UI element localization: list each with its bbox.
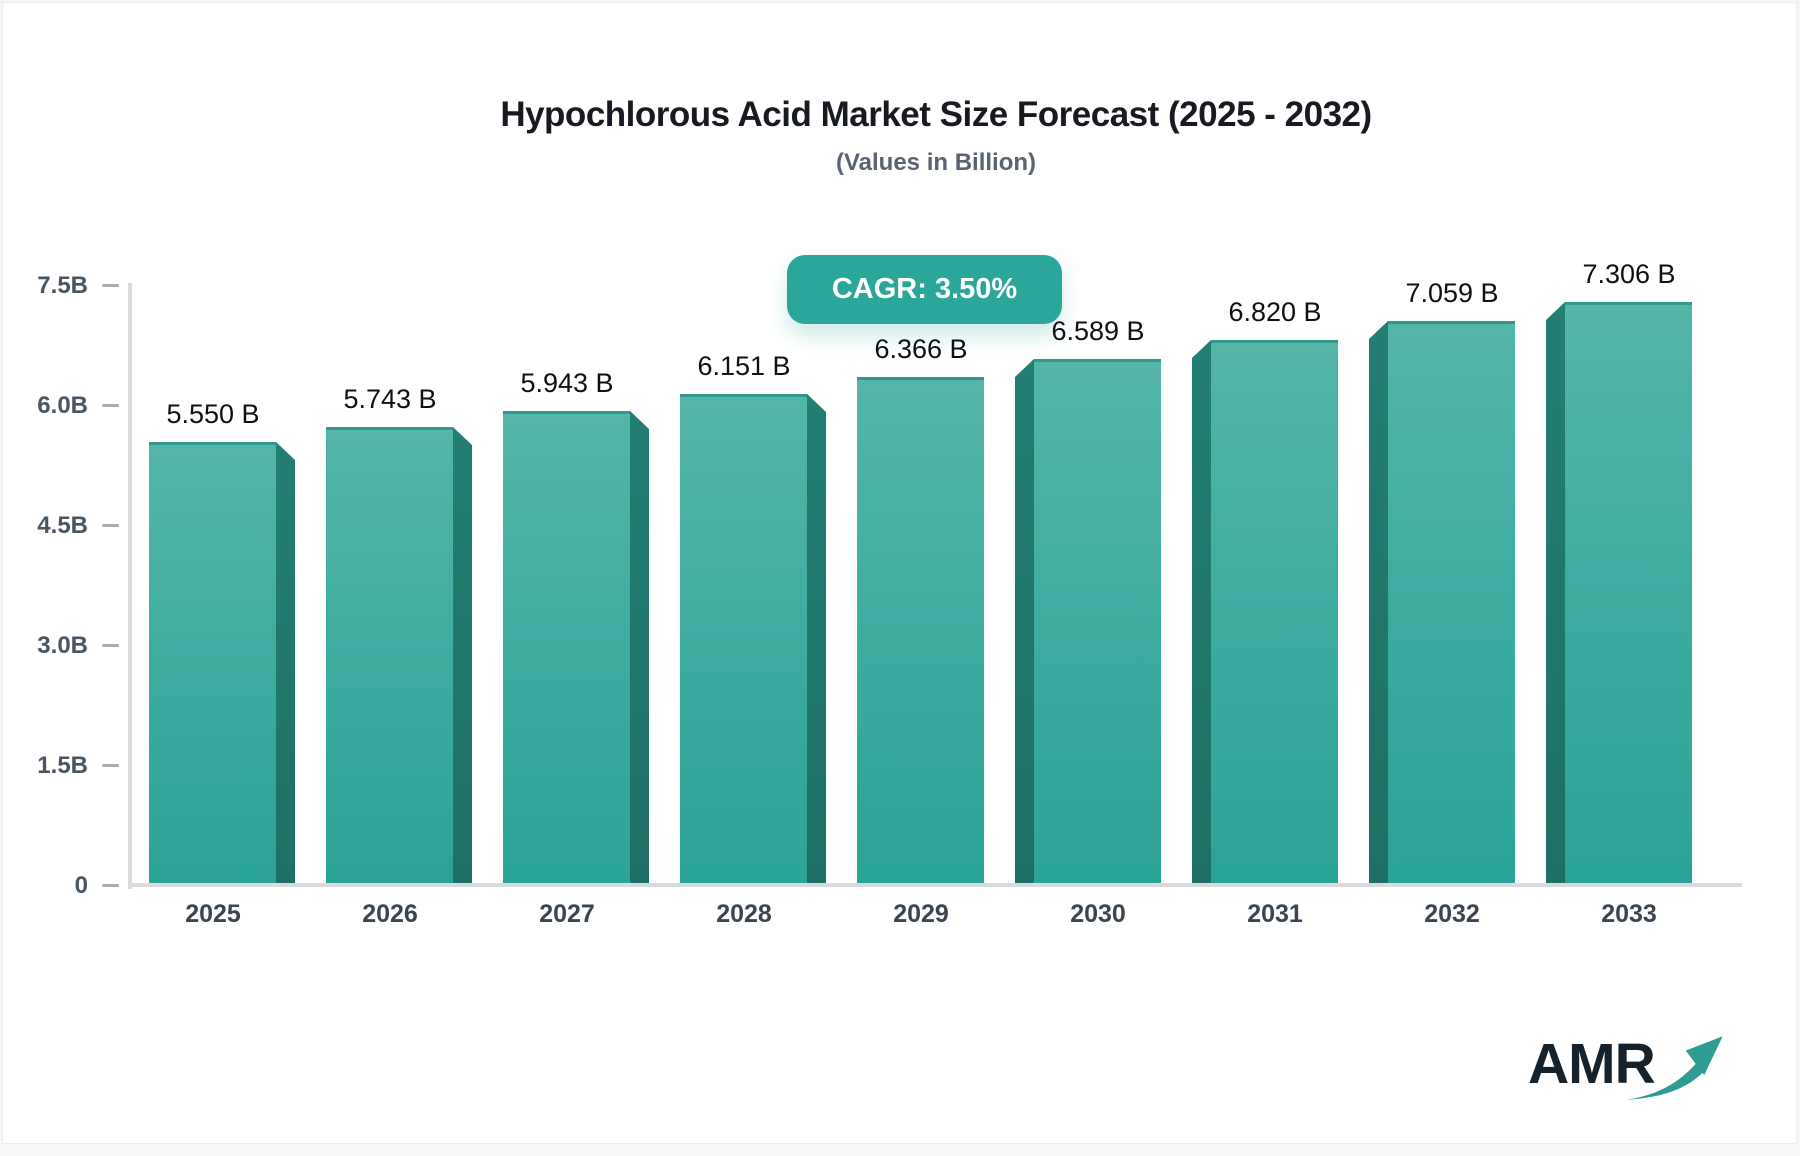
bar-value-label: 6.366 B — [874, 334, 968, 364]
bar-side-2032 — [1369, 321, 1388, 886]
bar-2027[interactable] — [503, 411, 630, 886]
y-axis-tick-mark — [102, 644, 119, 647]
bar-value-label: 5.550 B — [166, 399, 260, 429]
x-axis-label-2033: 2033 — [1601, 900, 1657, 928]
bar-value-label: 6.820 B — [1228, 297, 1322, 327]
y-axis-tick-mark — [102, 524, 119, 527]
y-axis-tick-label: 7.5B — [37, 272, 88, 299]
x-axis-label-2026: 2026 — [362, 900, 418, 928]
x-axis-line — [128, 883, 1742, 887]
y-axis-tick-mark — [102, 284, 119, 287]
bar-2031[interactable] — [1211, 340, 1338, 886]
bar-value-label: 5.743 B — [343, 384, 437, 414]
y-axis-tick-label: 6.0B — [37, 392, 88, 419]
bar-value-label: 7.059 B — [1405, 278, 1499, 308]
x-axis-label-2028: 2028 — [716, 900, 772, 928]
y-axis-tick-mark — [102, 764, 119, 767]
y-axis-tick-label: 0 — [74, 872, 88, 899]
x-axis-label-2031: 2031 — [1247, 900, 1303, 928]
y-axis-tick-mark — [102, 884, 119, 887]
chart-title: Hypochlorous Acid Market Size Forecast (… — [500, 95, 1372, 134]
y-axis-line — [128, 283, 132, 889]
bar-2032[interactable] — [1388, 321, 1515, 886]
bar-2028[interactable] — [680, 394, 807, 886]
x-axis-label-2030: 2030 — [1070, 900, 1126, 928]
x-axis-label-2032: 2032 — [1424, 900, 1480, 928]
bar-value-label: 7.306 B — [1582, 259, 1676, 289]
amr-logo: AMR — [1528, 1028, 1738, 1118]
bar-value-label: 6.151 B — [697, 351, 791, 381]
bar-2025[interactable] — [149, 442, 276, 886]
cagr-badge: CAGR: 3.50% — [787, 255, 1062, 324]
bar-side-2026 — [453, 427, 472, 886]
x-axis-label-2025: 2025 — [185, 900, 241, 928]
y-axis-tick-label: 1.5B — [37, 752, 88, 779]
bar-side-2027 — [630, 411, 649, 886]
x-axis-label-2027: 2027 — [539, 900, 595, 928]
bar-value-label: 6.589 B — [1051, 316, 1145, 346]
bar-2030[interactable] — [1034, 359, 1161, 886]
growth-arrow-icon — [1626, 1036, 1723, 1100]
x-axis-label-2029: 2029 — [893, 900, 949, 928]
bar-side-2028 — [807, 394, 826, 886]
bar-side-2025 — [276, 442, 295, 886]
bar-2033[interactable] — [1565, 302, 1692, 886]
bar-value-label: 5.943 B — [520, 368, 614, 398]
y-axis-tick-label: 3.0B — [37, 632, 88, 659]
bar-side-2031 — [1192, 340, 1211, 886]
y-axis-tick-mark — [102, 404, 119, 407]
bar-2029[interactable] — [857, 377, 984, 886]
logo-text: AMR — [1528, 1032, 1656, 1096]
bar-2026[interactable] — [326, 427, 453, 886]
bar-side-2033 — [1546, 302, 1565, 886]
y-axis-tick-label: 4.5B — [37, 512, 88, 539]
bar-side-2030 — [1015, 359, 1034, 886]
chart-subtitle: (Values in Billion) — [835, 149, 1037, 176]
